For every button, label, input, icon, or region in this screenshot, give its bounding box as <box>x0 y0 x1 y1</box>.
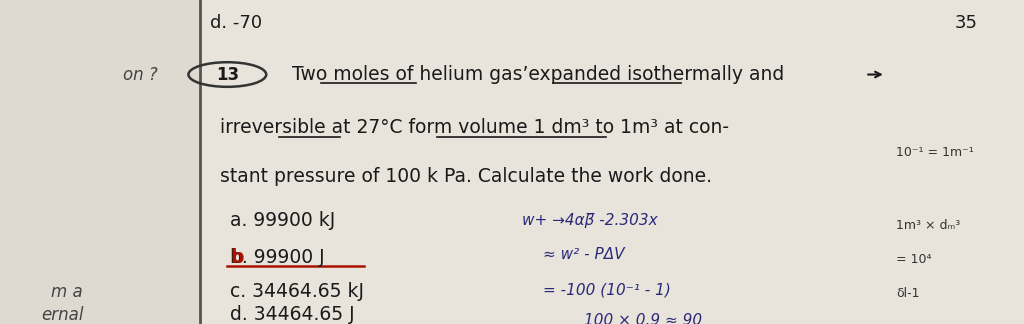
Text: c. 34464.65 kJ: c. 34464.65 kJ <box>230 282 365 301</box>
Text: d. -70: d. -70 <box>210 14 262 32</box>
Text: b: b <box>230 248 244 267</box>
Text: on ?: on ? <box>123 65 158 84</box>
Text: m a: m a <box>51 283 83 301</box>
Text: 35: 35 <box>955 14 978 32</box>
Text: w+ →4αβ̅ -2.303x: w+ →4αβ̅ -2.303x <box>522 213 657 228</box>
Text: 10⁻¹ = 1m⁻¹: 10⁻¹ = 1m⁻¹ <box>896 146 974 159</box>
Text: irreversible at 27°C form volume 1 dm³ to 1m³ at con-: irreversible at 27°C form volume 1 dm³ t… <box>220 119 729 137</box>
Text: a. 99900 kJ: a. 99900 kJ <box>230 211 336 230</box>
Text: = 10⁴: = 10⁴ <box>896 253 932 266</box>
Text: d. 34464.65 J: d. 34464.65 J <box>230 305 355 324</box>
Text: ernal: ernal <box>41 306 84 324</box>
Text: 13: 13 <box>216 65 239 84</box>
Bar <box>0 0 200 324</box>
Text: = -100 (10⁻¹ - 1): = -100 (10⁻¹ - 1) <box>543 283 671 297</box>
Text: b. 99900 J: b. 99900 J <box>230 248 325 267</box>
Text: ≈ w² - PΔV: ≈ w² - PΔV <box>543 247 625 262</box>
Text: stant pressure of 100 k Pa. Calculate the work done.: stant pressure of 100 k Pa. Calculate th… <box>220 167 712 186</box>
Text: δl-1: δl-1 <box>896 287 920 300</box>
Text: 1m³ × dₘ³: 1m³ × dₘ³ <box>896 219 961 232</box>
Text: Two moles of helium gas’expanded isothermally and: Two moles of helium gas’expanded isother… <box>292 65 784 84</box>
Text: 100 × 0.9 ≈ 90: 100 × 0.9 ≈ 90 <box>584 313 701 324</box>
